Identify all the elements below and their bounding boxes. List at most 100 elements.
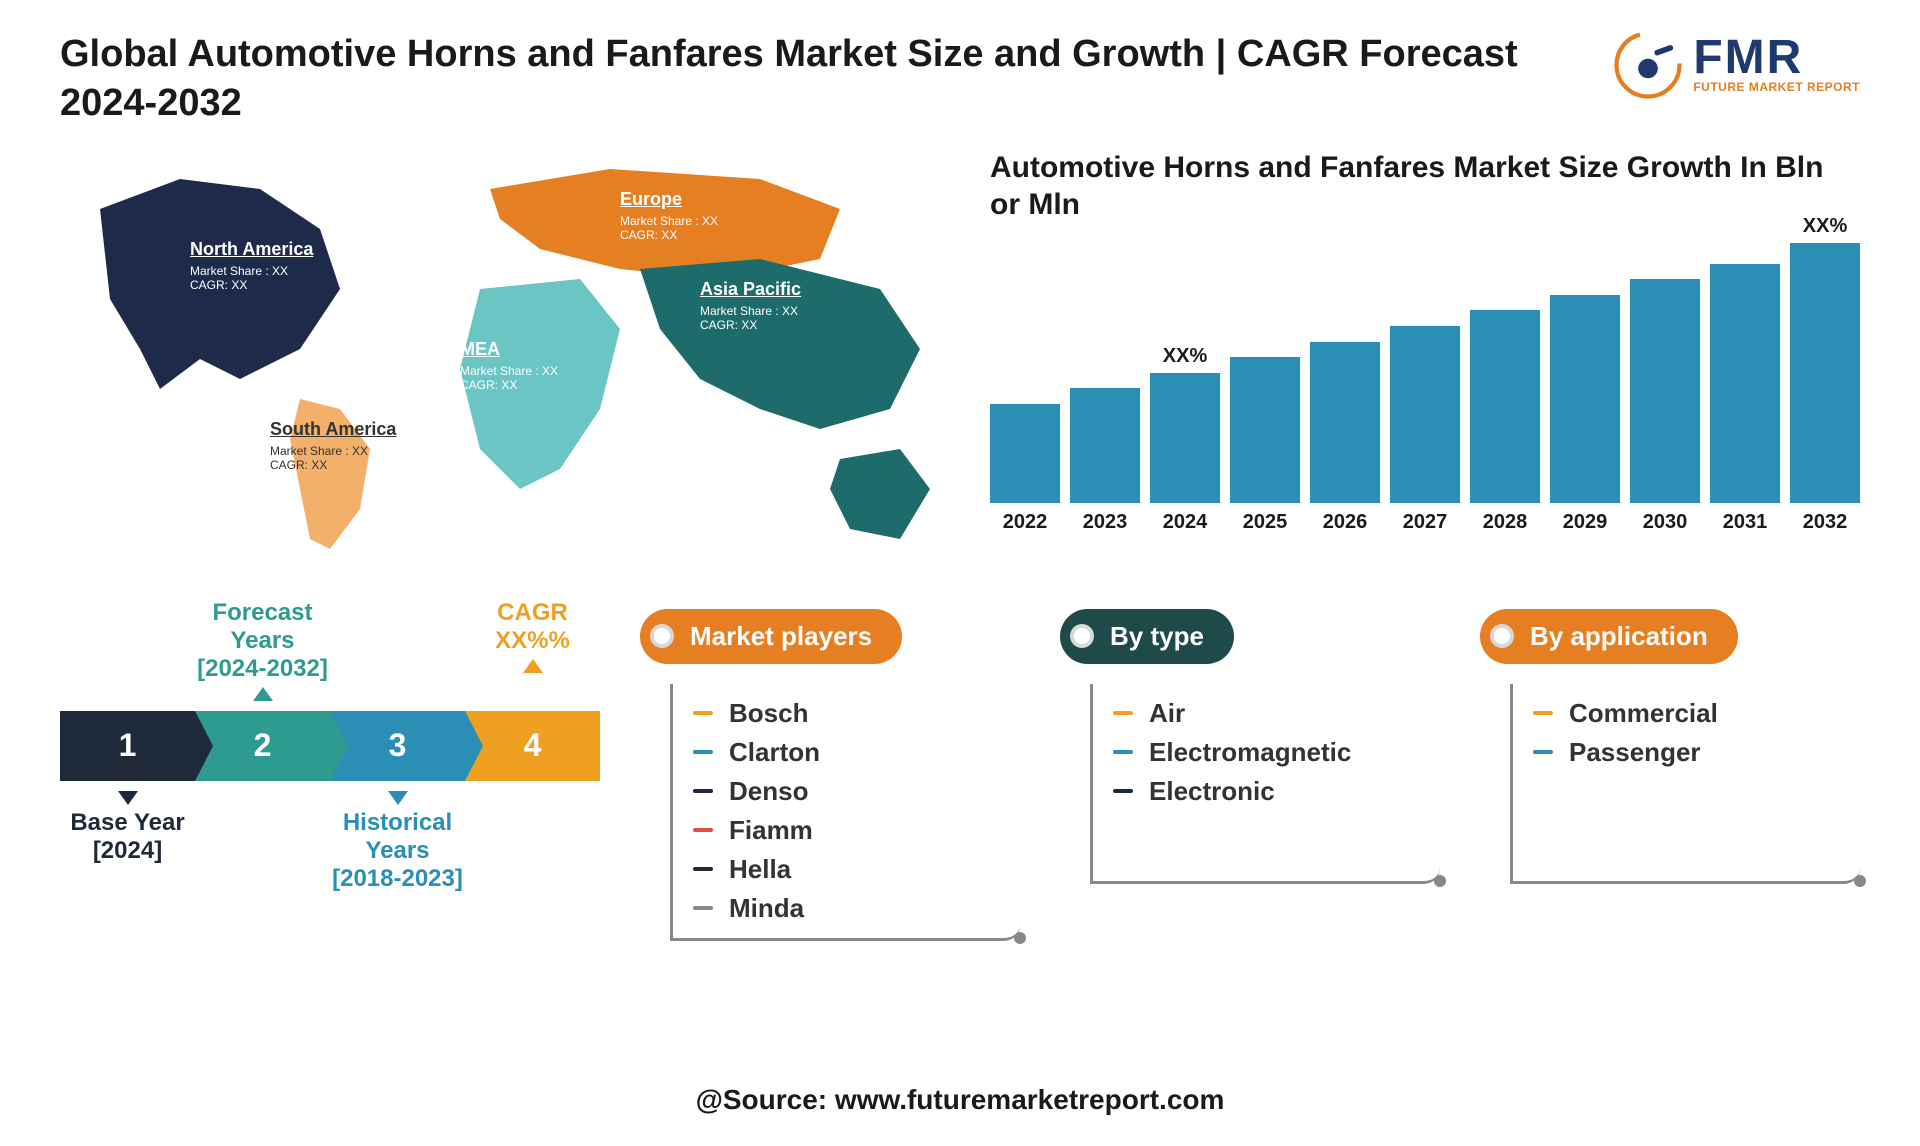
bar-column: 2025 bbox=[1230, 357, 1300, 534]
category-item: Clarton bbox=[673, 733, 1020, 772]
by-type-pill: By type bbox=[1060, 609, 1234, 664]
region-name: Europe bbox=[620, 189, 718, 210]
world-map: North America Market Share : XX CAGR: XX… bbox=[60, 149, 960, 569]
region-name: Asia Pacific bbox=[700, 279, 801, 300]
main-content-row: North America Market Share : XX CAGR: XX… bbox=[0, 129, 1920, 569]
category-item-label: Electronic bbox=[1149, 776, 1275, 807]
by-type-title: By type bbox=[1110, 621, 1204, 652]
region-name: MEA bbox=[460, 339, 558, 360]
pill-dot-icon bbox=[1070, 624, 1094, 648]
region-cagr: CAGR: XX bbox=[700, 318, 801, 332]
logo-icon bbox=[1613, 30, 1683, 100]
tick-icon bbox=[693, 789, 713, 793]
category-item: Passenger bbox=[1513, 733, 1860, 772]
category-item: Air bbox=[1093, 694, 1440, 733]
region-share: Market Share : XX bbox=[700, 304, 801, 318]
by-type-list: Air Electromagnetic Electronic bbox=[1090, 684, 1440, 884]
bar: XX% bbox=[1150, 373, 1220, 503]
bar-year-label: 2029 bbox=[1563, 511, 1608, 534]
category-item-label: Commercial bbox=[1569, 698, 1718, 729]
bar-year-label: 2022 bbox=[1003, 511, 1048, 534]
bar bbox=[1710, 264, 1780, 503]
region-share: Market Share : XX bbox=[620, 214, 718, 228]
bar bbox=[990, 404, 1060, 503]
tick-icon bbox=[693, 867, 713, 871]
map-region-label-ap: Asia Pacific Market Share : XX CAGR: XX bbox=[700, 279, 801, 332]
category-item-label: Passenger bbox=[1569, 737, 1701, 768]
arrow-down-icon bbox=[118, 791, 138, 805]
category-item-label: Hella bbox=[729, 854, 791, 885]
tick-icon bbox=[1113, 711, 1133, 715]
category-item-label: Air bbox=[1149, 698, 1185, 729]
map-region-label-na: North America Market Share : XX CAGR: XX bbox=[190, 239, 313, 292]
bar-column: XX% 2032 bbox=[1790, 243, 1860, 534]
tick-icon bbox=[693, 906, 713, 910]
tick-icon bbox=[1113, 789, 1133, 793]
bar-column: 2028 bbox=[1470, 310, 1540, 533]
tick-icon bbox=[1533, 750, 1553, 754]
cagr-label: CAGR XX%% bbox=[465, 599, 600, 705]
by-application-section: By application Commercial Passenger bbox=[1480, 599, 1860, 884]
market-players-pill: Market players bbox=[640, 609, 902, 664]
bar-chart-title: Automotive Horns and Fanfares Market Siz… bbox=[990, 149, 1860, 224]
timeline-seg-3: 3 bbox=[330, 711, 465, 781]
category-item: Denso bbox=[673, 772, 1020, 811]
base-label-text: Base Year bbox=[60, 809, 195, 837]
market-players-title: Market players bbox=[690, 621, 872, 652]
market-players-list: Bosch ClartonDensoFiamm Hella Minda bbox=[670, 684, 1020, 941]
tick-icon bbox=[693, 711, 713, 715]
bar-year-label: 2024 bbox=[1163, 511, 1208, 534]
base-range-text: [2024] bbox=[60, 837, 195, 865]
bar-chart: 20222023XX%20242025202620272028202920302… bbox=[990, 234, 1860, 534]
tick-icon bbox=[693, 750, 713, 754]
bar-column: 2031 bbox=[1710, 264, 1780, 534]
timeline-seg-1: 1 bbox=[60, 711, 195, 781]
bar-year-label: 2032 bbox=[1803, 511, 1848, 534]
bottom-row: Forecast Years [2024-2032] CAGR XX%% 1 2… bbox=[0, 569, 1920, 941]
bar-column: 2022 bbox=[990, 404, 1060, 534]
tick-icon bbox=[1533, 711, 1553, 715]
category-item: Minda bbox=[673, 889, 1020, 928]
category-item-label: Bosch bbox=[729, 698, 808, 729]
logo-subtext: FUTURE MARKET REPORT bbox=[1693, 80, 1860, 94]
category-item: Fiamm bbox=[673, 811, 1020, 850]
tick-icon bbox=[1113, 750, 1133, 754]
bar bbox=[1550, 295, 1620, 503]
logo-text: FMR bbox=[1693, 36, 1860, 79]
bar bbox=[1470, 310, 1540, 502]
by-application-pill: By application bbox=[1480, 609, 1738, 664]
tick-icon bbox=[693, 828, 713, 832]
region-name: South America bbox=[270, 419, 396, 440]
region-share: Market Share : XX bbox=[270, 444, 396, 458]
by-application-title: By application bbox=[1530, 621, 1708, 652]
bar-year-label: 2026 bbox=[1323, 511, 1368, 534]
by-application-list: Commercial Passenger bbox=[1510, 684, 1860, 884]
category-item: Electromagnetic bbox=[1093, 733, 1440, 772]
bar bbox=[1070, 388, 1140, 502]
page-title: Global Automotive Horns and Fanfares Mar… bbox=[60, 30, 1560, 129]
bar bbox=[1390, 326, 1460, 503]
map-region-label-mea: MEA Market Share : XX CAGR: XX bbox=[460, 339, 558, 392]
bar: XX% bbox=[1790, 243, 1860, 503]
bar bbox=[1230, 357, 1300, 503]
bar bbox=[1310, 342, 1380, 503]
historical-years-label: Historical Years [2018-2023] bbox=[330, 787, 465, 893]
bar-column: XX% 2024 bbox=[1150, 373, 1220, 534]
timeline-seg-4: 4 bbox=[465, 711, 600, 781]
region-name: North America bbox=[190, 239, 313, 260]
header: Global Automotive Horns and Fanfares Mar… bbox=[0, 0, 1920, 129]
arrow-down-icon bbox=[388, 791, 408, 805]
region-share: Market Share : XX bbox=[460, 364, 558, 378]
region-cagr: CAGR: XX bbox=[270, 458, 396, 472]
bar-year-label: 2023 bbox=[1083, 511, 1128, 534]
region-cagr: CAGR: XX bbox=[620, 228, 718, 242]
timeline-bar: 1 2 3 4 bbox=[60, 711, 600, 781]
bar-column: 2026 bbox=[1310, 342, 1380, 534]
region-share: Market Share : XX bbox=[190, 264, 313, 278]
bar-year-label: 2031 bbox=[1723, 511, 1768, 534]
bar bbox=[1630, 279, 1700, 503]
map-region-label-eu: Europe Market Share : XX CAGR: XX bbox=[620, 189, 718, 242]
bar-column: 2023 bbox=[1070, 388, 1140, 533]
category-item: Hella bbox=[673, 850, 1020, 889]
pill-dot-icon bbox=[1490, 624, 1514, 648]
